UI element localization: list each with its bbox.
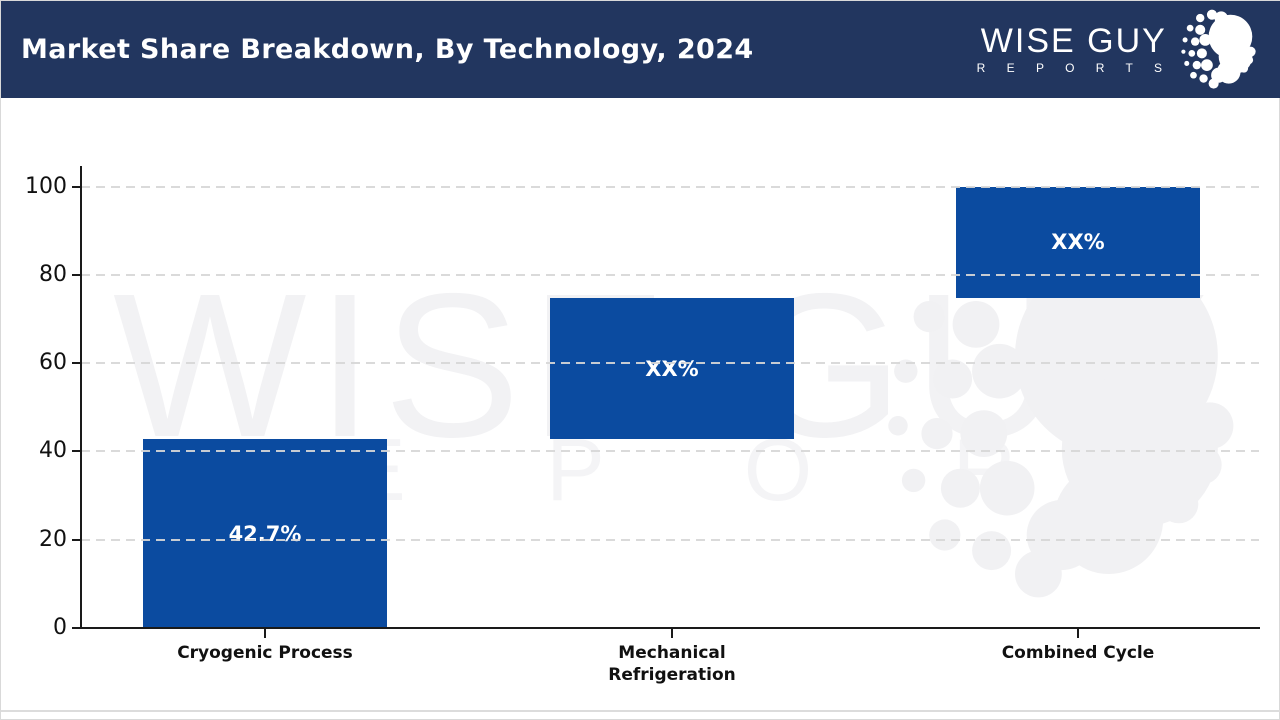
y-axis-line: [80, 166, 82, 629]
logo-wordmark: WISE GUY: [980, 22, 1167, 60]
gridline-y-60: [81, 362, 1259, 365]
x-tick-2: [671, 629, 673, 638]
x-category-label-2: Mechanical Refrigeration: [608, 643, 736, 686]
y-tick-label-20: 20: [39, 526, 67, 552]
y-tick-20: [72, 538, 80, 541]
gridline-y-40: [81, 450, 1259, 453]
x-tick-3: [1077, 629, 1079, 638]
wiseguy-logo-text: WISE GUY R E P O R T S: [977, 24, 1171, 75]
bar-1: 42.7%: [143, 439, 387, 628]
gridline-y-80: [81, 273, 1259, 276]
header-bar: Market Share Breakdown, By Technology, 2…: [1, 1, 1280, 98]
footer-divider: [1, 710, 1280, 712]
y-tick-80: [72, 273, 80, 276]
logo-subtitle: R E P O R T S: [976, 61, 1171, 75]
page-title: Market Share Breakdown, By Technology, 2…: [21, 34, 754, 65]
y-tick-label-0: 0: [53, 615, 67, 640]
gridline-y-100: [81, 185, 1259, 188]
wiseguy-head-icon: [1181, 9, 1256, 89]
y-tick-label-40: 40: [39, 438, 67, 464]
x-tick-1: [264, 629, 266, 638]
bar-3: XX%: [956, 186, 1200, 299]
bar-2: XX%: [550, 298, 794, 440]
y-tick-label-80: 80: [39, 261, 67, 287]
x-category-label-1: Cryogenic Process: [177, 643, 353, 663]
bar-value-label: XX%: [1051, 230, 1105, 255]
y-tick-0: [72, 627, 80, 629]
y-tick-40: [72, 450, 80, 453]
bar-value-label: 42.7%: [228, 521, 302, 546]
y-tick-60: [72, 362, 80, 365]
wiseguy-logo: WISE GUY R E P O R T S: [977, 8, 1259, 92]
x-category-label-3: Combined Cycle: [1001, 643, 1155, 663]
y-tick-label-100: 100: [25, 173, 67, 199]
y-tick-label-60: 60: [39, 350, 67, 376]
bar-value-label: XX%: [645, 356, 699, 381]
x-axis-line: [80, 627, 1260, 629]
gridline-y-20: [81, 538, 1259, 541]
y-tick-100: [72, 185, 80, 188]
